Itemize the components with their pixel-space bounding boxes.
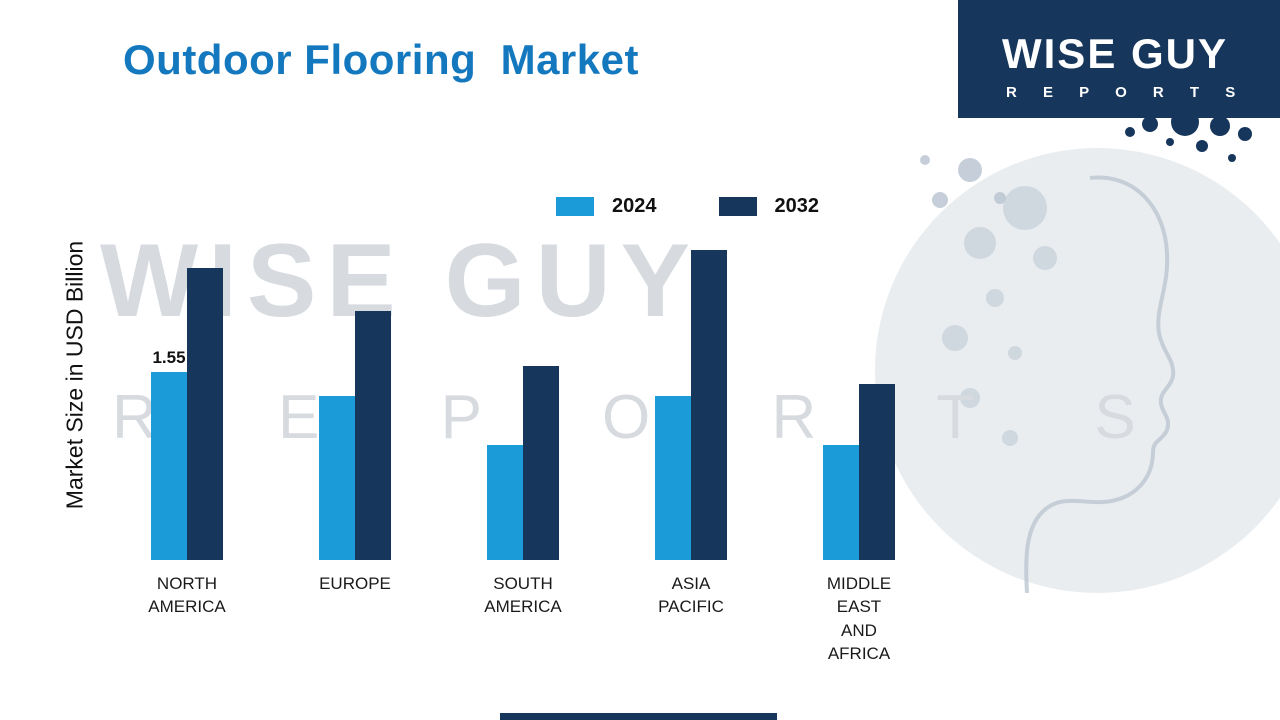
bar-wrap <box>859 384 895 560</box>
wiseguy-logo: WISE GUY R E P O R T S <box>958 0 1280 118</box>
bar-wrap <box>655 396 691 560</box>
bar-2024-asia-pacific <box>655 396 691 560</box>
logo-brand-text: WISE GUY <box>1002 30 1229 77</box>
bar-wrap <box>487 445 523 560</box>
category-label: EUROPE <box>319 574 391 593</box>
bar-wrap <box>187 268 223 560</box>
bars <box>319 244 391 560</box>
category-label: SOUTH AMERICA <box>484 574 562 617</box>
bar-group-asia-pacific: ASIA PACIFIC <box>632 244 750 666</box>
bars: 1.55 <box>151 244 223 560</box>
bar-2032-europe <box>355 311 391 560</box>
bars <box>487 244 559 560</box>
bar-group-north-america: 1.55 NORTH AMERICA <box>128 244 246 666</box>
category-label: NORTH AMERICA <box>148 574 226 617</box>
background-face-circle <box>875 148 1280 593</box>
bar-group-europe: EUROPE <box>296 244 414 666</box>
category-label: ASIA PACIFIC <box>658 574 724 617</box>
bar-2024-europe <box>319 396 355 560</box>
bar-wrap <box>523 366 559 560</box>
category-label: MIDDLE EAST AND AFRICA <box>826 574 892 664</box>
bar-wrap: 1.55 <box>151 348 187 560</box>
bar-2024-south-america <box>487 445 523 560</box>
bar-2032-south-america <box>523 366 559 560</box>
bar-wrap <box>319 396 355 560</box>
legend-item-2024: 2024 <box>556 195 657 218</box>
chart-legend: 2024 2032 <box>556 195 819 218</box>
bar-2032-asia-pacific <box>691 250 727 560</box>
bar-value-label: 1.55 <box>152 348 186 367</box>
legend-item-2032: 2032 <box>718 195 820 218</box>
bar-2032-middle-east-and-africa <box>859 384 895 560</box>
bar-2024-north-america <box>151 372 187 560</box>
page-title: Outdoor Flooring Market <box>123 36 639 83</box>
legend-swatch-2024 <box>556 197 594 216</box>
bar-wrap <box>691 250 727 560</box>
footer-accent-bar <box>500 713 777 720</box>
bars <box>823 244 895 560</box>
bar-2024-middle-east-and-africa <box>823 445 859 560</box>
legend-label-2024: 2024 <box>612 195 657 217</box>
legend-label-2032: 2032 <box>774 195 820 217</box>
bars <box>655 244 727 560</box>
bar-group-middle-east-and-africa: MIDDLE EAST AND AFRICA <box>800 244 918 666</box>
grouped-bar-chart: 1.55 NORTH AMERICA EUROPE SOUTH AMERICA ASIA… <box>128 244 918 666</box>
y-axis-label: Market Size in USD Billion <box>61 240 88 510</box>
logo-reports-text: R E P O R T S <box>1006 84 1247 101</box>
legend-swatch-2032 <box>718 197 757 216</box>
bar-group-south-america: SOUTH AMERICA <box>464 244 582 666</box>
bar-2032-north-america <box>187 268 223 560</box>
bar-wrap <box>355 311 391 560</box>
bar-wrap <box>823 445 859 560</box>
